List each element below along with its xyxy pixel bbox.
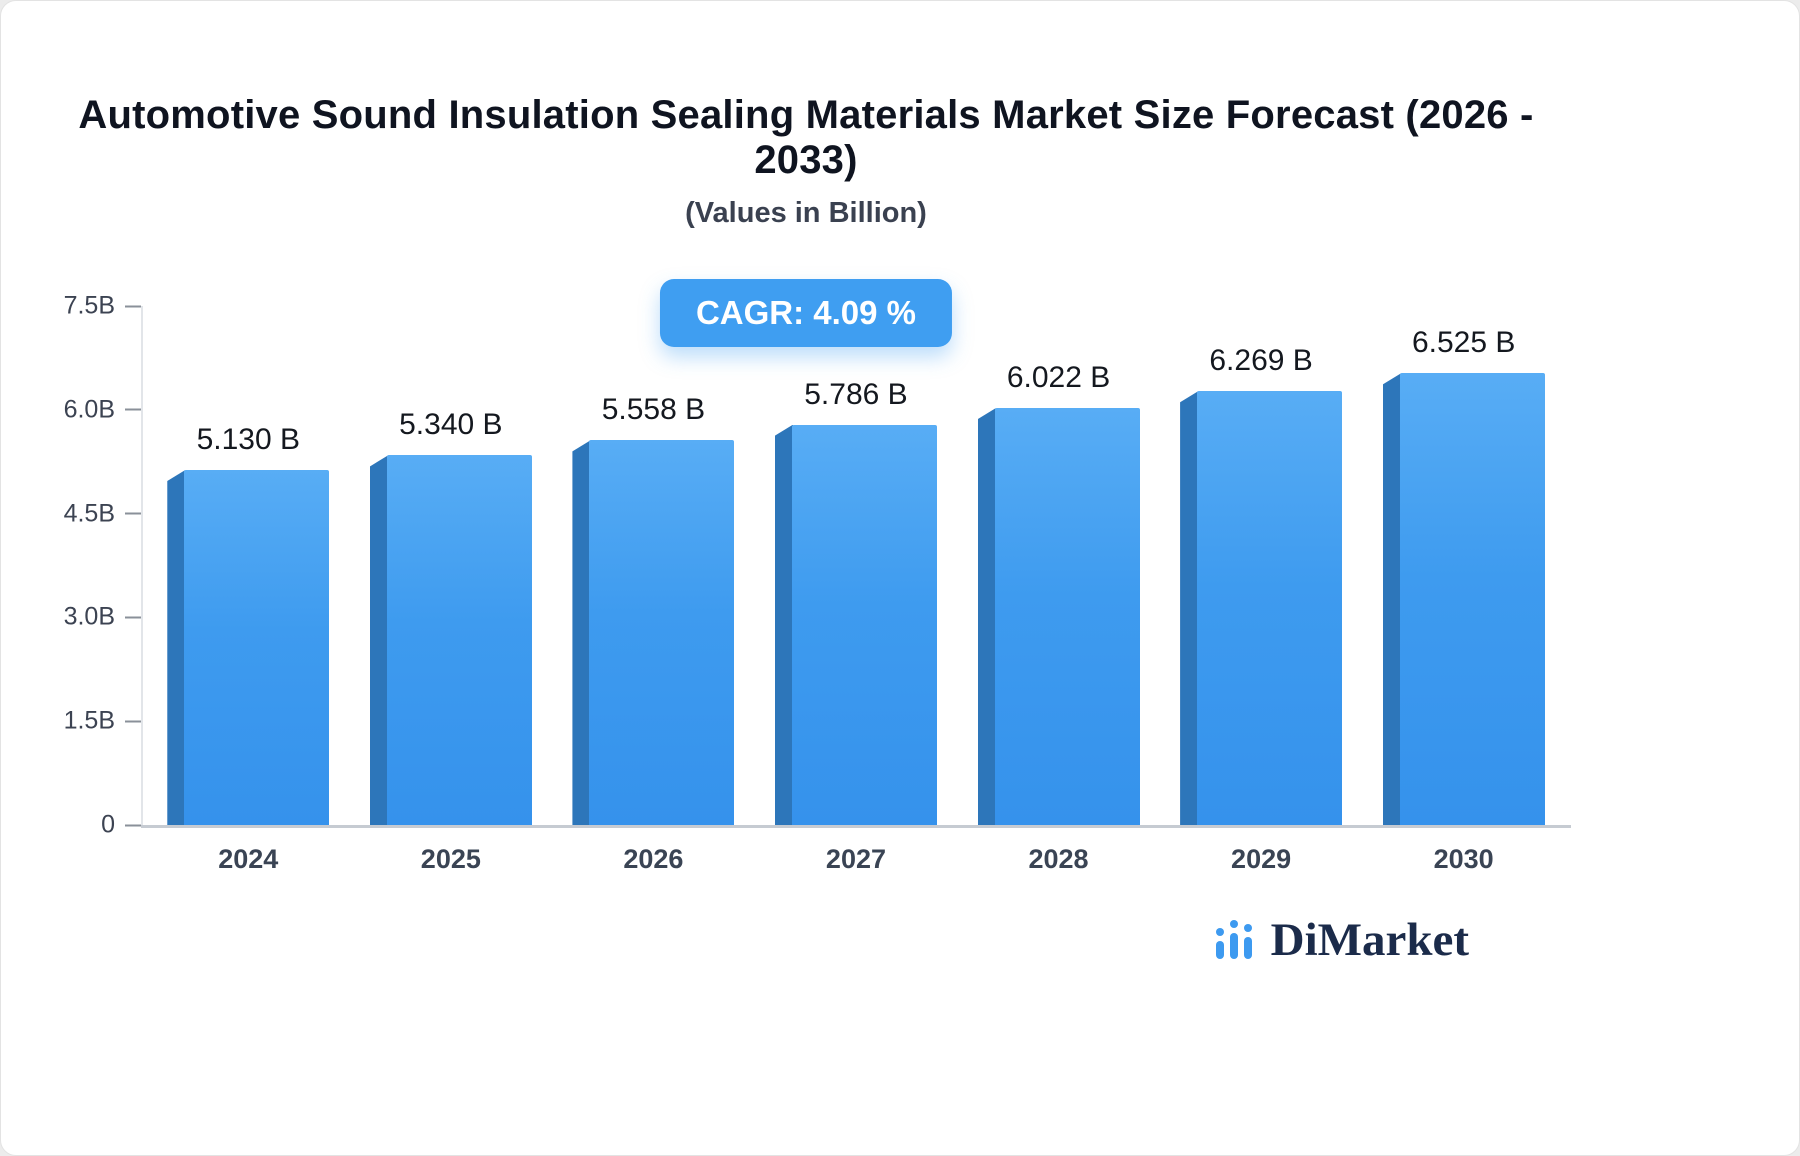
- bar-3d-side: [167, 470, 186, 825]
- x-axis-label: 2027: [825, 844, 886, 874]
- bar: 6.022 B: [977, 361, 1140, 825]
- x-axis-label: 2030: [1433, 844, 1494, 874]
- x-axis-label: 2025: [420, 844, 481, 874]
- tick-mark: [125, 512, 141, 515]
- bar-3d-side: [1382, 373, 1401, 825]
- bar: 5.340 B: [369, 408, 532, 825]
- bar-value-label: 6.525 B: [1411, 326, 1516, 360]
- cagr-badge: CAGR: 4.09 %: [659, 279, 953, 347]
- bar-face: [386, 455, 532, 825]
- y-tick: 1.5B: [64, 707, 141, 736]
- x-axis-label: 2024: [218, 844, 279, 874]
- bar-value-label: 5.340 B: [399, 408, 503, 442]
- bar-chart-dots-icon: [1215, 920, 1252, 959]
- bar: 5.558 B: [572, 393, 735, 825]
- bar-value-label: 6.022 B: [1006, 361, 1111, 395]
- bar-3d-side: [572, 440, 591, 825]
- y-tick: 7.5B: [64, 292, 141, 321]
- bar-3d-side: [369, 455, 388, 825]
- bar-3d-side: [977, 408, 996, 825]
- y-tick-label: 4.5B: [63, 499, 115, 528]
- chart-title: Automotive Sound Insulation Sealing Mate…: [78, 93, 1534, 182]
- x-axis-label: 2029: [1231, 844, 1292, 874]
- logo-text: DiMarket: [1270, 914, 1469, 967]
- y-axis: 0 1.5B 3.0B 4.5B 6.0B 7.5B: [41, 292, 141, 839]
- bar-face: [184, 470, 330, 825]
- bar: 5.130 B: [167, 423, 330, 825]
- chart-subtitle: (Values in Billion): [685, 197, 927, 229]
- x-axis-label: 2028: [1028, 844, 1089, 874]
- bar-face: [1399, 373, 1545, 825]
- tick-mark: [125, 305, 141, 307]
- bar-3d-side: [1180, 391, 1199, 825]
- bar: 6.269 B: [1180, 344, 1343, 825]
- tick-mark: [125, 824, 141, 826]
- bar-value-label: 5.558 B: [601, 393, 706, 427]
- y-tick-label: 1.5B: [63, 706, 115, 735]
- bar-face: [1197, 391, 1343, 825]
- plot-area: 5.130 B 5.340 B 5.558 B 5.786 B 6.022 B 6.269…: [141, 306, 1571, 828]
- y-tick: 6.0B: [64, 395, 141, 424]
- y-tick-label: 3.0B: [63, 602, 115, 631]
- bar: 5.786 B: [774, 378, 937, 825]
- bar-3d-side: [774, 424, 793, 825]
- bar-face: [791, 424, 937, 825]
- bar: 6.525 B: [1382, 326, 1545, 825]
- tick-mark: [125, 408, 141, 411]
- x-axis: 2024 2025 2026 2027 2028 2029 2030: [141, 844, 1571, 875]
- plot-column: 5.130 B 5.340 B 5.558 B 5.786 B 6.022 B 6.269…: [141, 306, 1571, 875]
- brand-logo: DiMarket: [1211, 914, 1469, 967]
- y-tick-label: 6.0B: [63, 395, 115, 424]
- x-axis-label: 2026: [623, 844, 684, 874]
- tick-mark: [125, 720, 141, 723]
- y-tick: 3.0B: [64, 603, 141, 632]
- bar-value-label: 5.130 B: [196, 423, 300, 457]
- y-tick-label: 0: [101, 810, 115, 839]
- bars: 5.130 B 5.340 B 5.558 B 5.786 B 6.022 B 6.269…: [141, 306, 1571, 825]
- y-tick: 0: [101, 811, 141, 840]
- chart-content: Automotive Sound Insulation Sealing Mate…: [41, 93, 1571, 875]
- y-tick: 4.5B: [64, 499, 141, 528]
- bar-face: [589, 440, 735, 825]
- bar-value-label: 6.269 B: [1209, 344, 1313, 378]
- bar-face: [994, 408, 1140, 825]
- chart-area: CAGR: 4.09 % 0 1.5B 3.0B 4.5B 6.0B 7.5B 5.130…: [41, 279, 1571, 875]
- tick-mark: [125, 616, 141, 619]
- bar-value-label: 5.786 B: [804, 377, 908, 411]
- y-tick-label: 7.5B: [63, 291, 115, 320]
